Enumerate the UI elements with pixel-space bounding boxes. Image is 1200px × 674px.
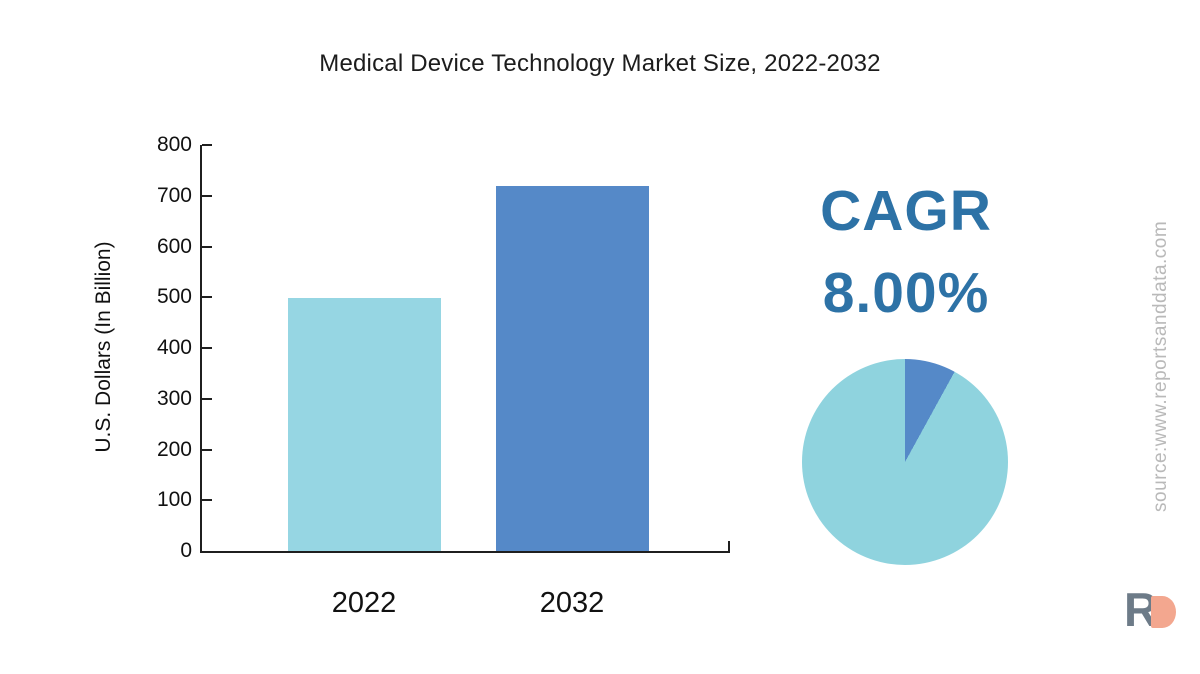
x-tick-label-2022: 2022 xyxy=(331,587,397,619)
y-tick-mark xyxy=(202,347,212,349)
source-note: source:www.reportsanddata.com xyxy=(1150,220,1171,512)
y-tick-mark xyxy=(202,144,212,146)
y-tick-mark xyxy=(202,296,212,299)
logo-d-shape xyxy=(1151,596,1176,628)
y-tick-label: 400 xyxy=(156,336,192,359)
cagr-label: CAGR xyxy=(820,179,992,243)
y-tick-label: 200 xyxy=(156,437,192,461)
y-tick-mark xyxy=(202,245,212,248)
reports-and-data-logo: R xyxy=(1124,586,1190,633)
y-tick-label: 500 xyxy=(156,285,192,309)
chart-title: Medical Device Technology Market Size, 2… xyxy=(319,50,881,77)
y-tick-label: 600 xyxy=(156,234,192,258)
x-axis-endcap xyxy=(728,541,730,551)
bar-2022 xyxy=(287,298,441,551)
pie-chart xyxy=(802,359,1008,565)
x-tick-label-2032: 2032 xyxy=(539,587,605,619)
y-tick-label: 100 xyxy=(156,488,192,512)
y-tick-label: 300 xyxy=(156,386,192,410)
bar-plot-area: 0 100 200 300 400 500 600 700 800 2022 2032 xyxy=(157,133,730,619)
cagr-value: 8.00% xyxy=(822,261,990,325)
y-tick-label: 700 xyxy=(156,183,192,207)
y-tick-mark xyxy=(202,397,212,400)
y-tick-label: 800 xyxy=(156,133,192,156)
bar-2032 xyxy=(495,185,649,551)
y-tick-mark xyxy=(202,499,212,502)
y-tick-mark xyxy=(202,448,212,451)
y-tick-label: 0 xyxy=(180,539,192,562)
y-axis-title: U.S. Dollars (In Billion) xyxy=(92,241,115,453)
y-tick-mark xyxy=(202,194,212,197)
